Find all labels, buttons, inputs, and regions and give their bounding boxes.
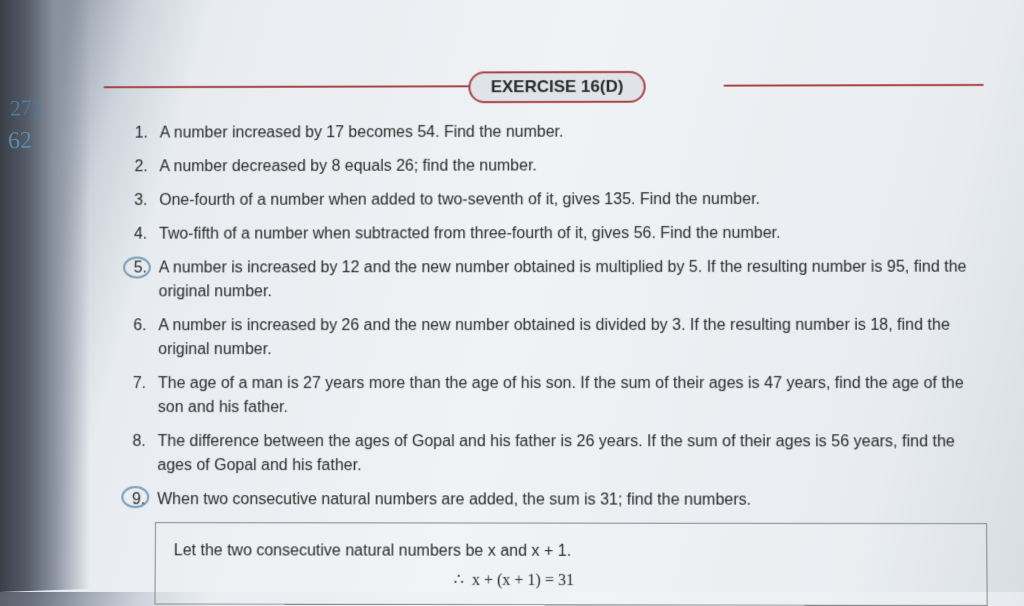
exercise-header: EXERCISE 16(D) <box>104 70 1014 104</box>
problem-number: 6 <box>126 314 158 362</box>
problem-number: 1 <box>128 122 160 146</box>
problem-text: The age of a man is 27 years more than t… <box>158 372 987 420</box>
problem-item: 1 A number increased by 17 becomes 54. F… <box>128 120 984 146</box>
problem-number: 8 <box>125 430 157 478</box>
handwritten-circle-annotation <box>123 257 151 279</box>
problem-number: 7 <box>126 372 158 420</box>
worked-intro-text: Let the two consecutive natural numbers … <box>174 537 969 567</box>
problem-text: When two consecutive natural numbers are… <box>157 488 987 513</box>
problem-text: A number is increased by 12 and the new … <box>159 256 986 305</box>
problem-number: 4 <box>127 223 159 247</box>
problem-item: 5 A number is increased by 12 and the ne… <box>127 256 986 305</box>
exercise-title-pill: EXERCISE 16(D) <box>469 71 646 103</box>
problem-number: 2 <box>128 155 160 179</box>
problem-item: 3 One-fourth of a number when added to t… <box>127 188 984 213</box>
problem-item: 8 The difference between the ages of Gop… <box>125 430 986 479</box>
textbook-page: EXERCISE 16(D) 1 A number increased by 1… <box>100 40 1018 594</box>
problem-text: A number decreased by 8 equals 26; find … <box>159 154 984 179</box>
problem-item: 9 When two consecutive natural numbers a… <box>125 488 987 513</box>
header-rule-right <box>724 84 984 87</box>
handwritten-circle-annotation <box>121 486 149 508</box>
problem-list: 1 A number increased by 17 becomes 54. F… <box>100 120 1017 513</box>
problem-text: Two-fifth of a number when subtracted fr… <box>159 222 985 247</box>
problem-text: A number increased by 17 becomes 54. Fin… <box>160 120 985 146</box>
problem-number: 3 <box>127 189 159 213</box>
book-spine-shadow <box>0 0 90 592</box>
worked-solution-box: Let the two consecutive natural numbers … <box>154 522 987 606</box>
handwritten-margin-note-1: 27) <box>9 94 40 121</box>
problem-item: 6 A number is increased by 26 and the ne… <box>126 314 986 362</box>
problem-text: One-fourth of a number when added to two… <box>159 188 985 213</box>
handwritten-margin-note-2: 62 <box>8 128 33 156</box>
problem-item: 7 The age of a man is 27 years more than… <box>126 372 986 420</box>
header-rule-left <box>104 85 471 88</box>
problem-item: 2 A number decreased by 8 equals 26; fin… <box>128 154 985 179</box>
equation-text: x + (x + 1) = 31 <box>472 572 574 589</box>
problem-item: 4 Two-fifth of a number when subtracted … <box>127 222 985 247</box>
problem-text: A number is increased by 26 and the new … <box>158 314 986 362</box>
problem-text: The difference between the ages of Gopal… <box>157 430 986 479</box>
